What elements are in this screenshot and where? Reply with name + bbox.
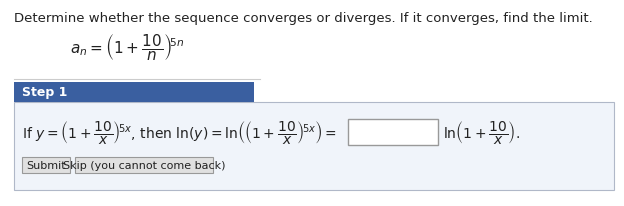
- Text: $\ln\!\left(1 + \dfrac{10}{x}\right).$: $\ln\!\left(1 + \dfrac{10}{x}\right).$: [443, 119, 520, 146]
- Bar: [22, 157, 70, 173]
- Bar: [75, 157, 213, 173]
- Text: Step 1: Step 1: [22, 86, 67, 99]
- Bar: [348, 119, 438, 145]
- Bar: [14, 83, 254, 103]
- Text: Skip (you cannot come back): Skip (you cannot come back): [63, 160, 225, 170]
- Bar: [14, 103, 614, 190]
- Text: If $y = \left(1 + \dfrac{10}{x}\right)^{\!5x}$, then $\ln(y) = \ln\!\left(\left(: If $y = \left(1 + \dfrac{10}{x}\right)^{…: [22, 119, 337, 146]
- Text: $a_n = \left(1 + \dfrac{10}{n}\right)^{\!5n}$: $a_n = \left(1 + \dfrac{10}{n}\right)^{\…: [70, 32, 185, 62]
- Text: Submit: Submit: [26, 160, 66, 170]
- Text: Determine whether the sequence converges or diverges. If it converges, find the : Determine whether the sequence converges…: [14, 12, 593, 25]
